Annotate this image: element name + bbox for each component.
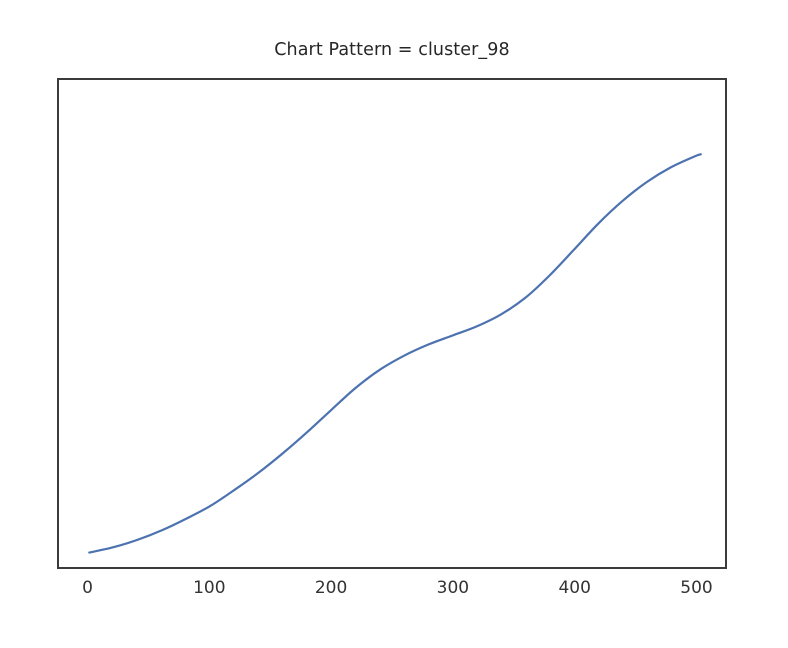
plot-area [57, 78, 727, 569]
line-series-cluster-98 [89, 154, 701, 552]
x-tick-label: 100 [193, 578, 226, 598]
x-tick-label: 500 [680, 578, 713, 598]
x-tick-label: 0 [82, 578, 93, 598]
x-axis-tick-labels: 0 100 200 300 400 500 [57, 578, 727, 604]
x-tick-label: 300 [436, 578, 470, 598]
plot-svg [59, 80, 725, 567]
page-title: Chart Pattern = cluster_98 [274, 40, 510, 60]
x-tick-label: 200 [314, 578, 348, 598]
y-axis-tick-labels [0, 78, 52, 569]
x-tick-label: 400 [558, 578, 591, 598]
